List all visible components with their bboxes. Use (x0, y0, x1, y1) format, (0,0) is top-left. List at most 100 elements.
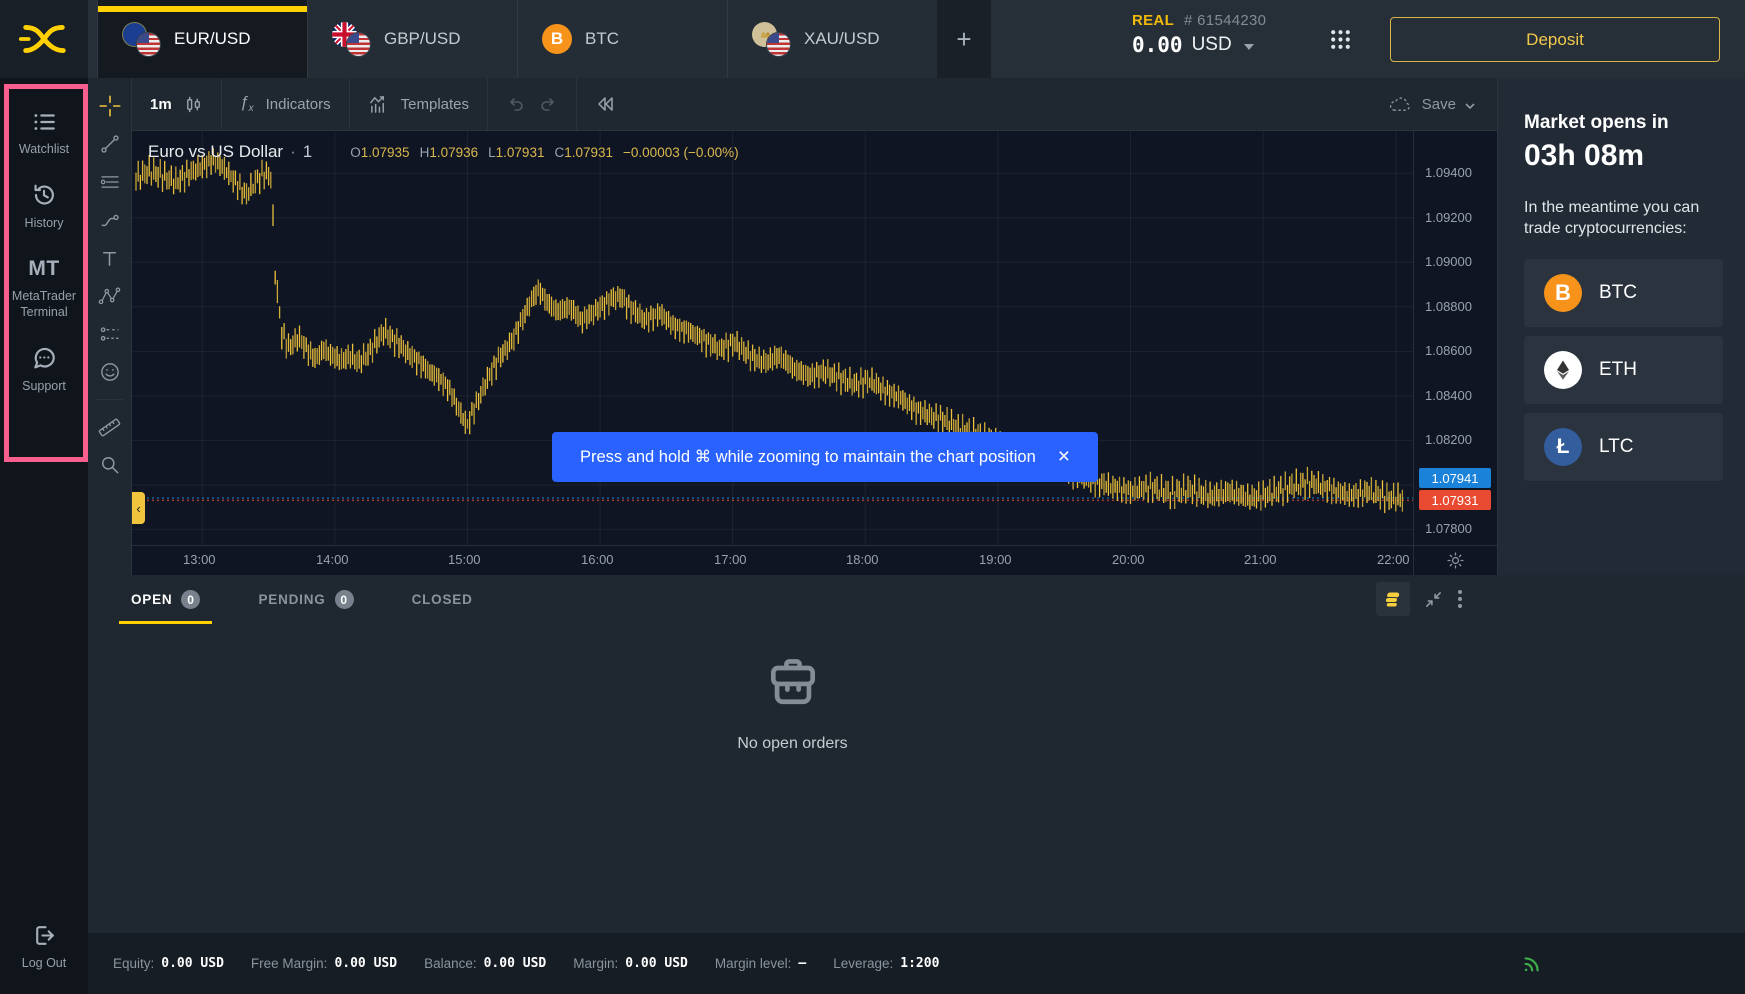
market-panel-body: In the meantime you can trade cryptocurr… (1524, 199, 1700, 238)
bid-price-tag: 1.07931 (1419, 490, 1491, 510)
tooltip-text: Press and hold ⌘ while zooming to mainta… (579, 448, 1036, 466)
redo-icon[interactable] (538, 94, 558, 114)
undo-icon[interactable] (506, 94, 526, 114)
sidebar-item-label: Support (22, 378, 66, 393)
crypto-card-ltc[interactable]: Ł LTC (1524, 413, 1723, 482)
emoji-tool-icon[interactable] (95, 357, 125, 387)
time-tick: 19:00 (979, 552, 1012, 567)
trendline-tool-icon[interactable] (95, 129, 125, 159)
chevron-down-icon (1465, 96, 1475, 113)
sidebar-item-history[interactable]: History (0, 170, 88, 244)
crypto-symbol: BTC (1599, 282, 1637, 304)
crypto-card-eth[interactable]: ETH (1524, 336, 1723, 405)
time-tick: 17:00 (714, 552, 747, 567)
topbar: EUR/USD GBP/USD B BTC XAU/USD + REAL # 615… (0, 0, 1745, 78)
rewind-icon[interactable] (595, 95, 615, 113)
symbol-tab-label: GBP/USD (384, 29, 461, 48)
kebab-menu-icon[interactable] (1457, 589, 1463, 609)
account-currency: USD (1191, 34, 1232, 55)
pattern-tool-icon[interactable] (95, 281, 125, 311)
time-tick: 14:00 (316, 552, 349, 567)
symbol-tab-xau-usd[interactable]: XAU/USD (727, 0, 937, 78)
chart-symbol-title[interactable]: Euro vs US Dollar (148, 142, 284, 161)
price-axis[interactable]: 1.09400 1.09200 1.09000 1.08800 1.08600 1.084… (1413, 131, 1497, 545)
text-tool-icon[interactable] (95, 243, 125, 273)
watchlist-icon (34, 113, 55, 130)
divider (487, 78, 489, 130)
save-label: Save (1421, 95, 1456, 113)
account-balance: 0.00 (1132, 33, 1183, 57)
forecast-tool-icon[interactable] (95, 319, 125, 349)
orders-tabs: OPEN 0 PENDING 0 CLOSED (118, 575, 473, 624)
watchlist-collapse-tab[interactable]: ‹ (132, 492, 145, 524)
zoom-tool-icon[interactable] (95, 450, 125, 480)
sidebar-item-metatrader[interactable]: MT MetaTrader Terminal (0, 243, 88, 332)
indicators-button[interactable]: ƒx Indicators (222, 78, 349, 130)
ohlc-values: O1.07935 H1.07936 L1.07931 C1.07931 (350, 145, 613, 160)
add-symbol-tab-button[interactable]: + (937, 0, 991, 78)
divider (220, 78, 222, 130)
time-axis[interactable]: 13:00 14:00 15:00 16:00 17:00 18:00 19:00 20:00… (132, 545, 1413, 575)
fx-icon: ƒx (239, 93, 254, 115)
symbol-tab-eur-usd[interactable]: EUR/USD (97, 0, 307, 78)
brand-logo[interactable] (0, 0, 88, 78)
close-icon[interactable]: × (1057, 444, 1071, 468)
candles-style-icon[interactable] (184, 95, 203, 114)
orders-view-toggle-button[interactable] (1376, 582, 1410, 616)
collapse-panel-button[interactable] (1424, 590, 1443, 609)
sidebar-item-label: MetaTrader Terminal (11, 289, 77, 319)
price-chart[interactable]: Euro vs US Dollar · 1 O1.07935 H1.07936 L1… (132, 131, 1413, 545)
crypto-list: B BTC ETH Ł LTC (1524, 259, 1723, 482)
orders-tab-open[interactable]: OPEN 0 (118, 575, 214, 624)
logout-button[interactable]: Log Out (0, 910, 88, 984)
templates-button[interactable]: Templates (350, 78, 487, 130)
ohlc-C: C1.07931 (554, 145, 614, 160)
brand-logo-icon (18, 25, 66, 53)
price-tick: 1.08400 (1425, 388, 1472, 403)
status-free-margin-metric: Free Margin: 0.00 USD (250, 956, 398, 971)
symbol-tabs: EUR/USD GBP/USD B BTC XAU/USD + (97, 0, 991, 78)
divider (348, 78, 350, 130)
deposit-button[interactable]: Deposit (1390, 17, 1720, 62)
candlestick-plot (132, 131, 1413, 545)
symbol-tab-gbp-usd[interactable]: GBP/USD (307, 0, 517, 78)
symbol-tab-label: EUR/USD (174, 29, 251, 48)
chevron-down-icon (1243, 43, 1254, 50)
apps-grid-button[interactable] (1328, 27, 1353, 57)
cloud-icon (1388, 96, 1413, 113)
apps-grid-icon (1331, 30, 1350, 49)
chart-settings-corner[interactable] (1413, 545, 1497, 575)
history-icon (34, 184, 54, 205)
save-button[interactable]: Save (1388, 96, 1497, 113)
templates-label: Templates (400, 95, 470, 113)
interval-button[interactable]: 1m (150, 95, 172, 113)
crypto-card-btc[interactable]: B BTC (1524, 259, 1723, 328)
status-equity-metric: Equity: 0.00 USD (113, 956, 224, 971)
xauusd-flags-icon (752, 21, 791, 57)
templates-icon (368, 95, 389, 114)
sidebar-item-watchlist[interactable]: Watchlist (0, 96, 88, 170)
account-type-badge: REAL (1132, 12, 1175, 29)
price-tick: 1.09000 (1425, 254, 1472, 269)
price-tick: 1.09200 (1425, 210, 1472, 225)
crypto-symbol: ETH (1599, 359, 1637, 381)
crosshair-tool-icon[interactable] (95, 91, 125, 121)
brush-tool-icon[interactable] (95, 205, 125, 235)
horizontal-lines-tool-icon[interactable] (95, 167, 125, 197)
orders-tab-pending[interactable]: PENDING 0 (258, 575, 354, 624)
ohlc-L: L1.07931 (488, 145, 545, 160)
time-tick: 22:00 (1377, 552, 1410, 567)
time-tick: 13:00 (183, 552, 216, 567)
btc-icon: B (1544, 274, 1582, 313)
status-margin-metric: Margin: 0.00 USD (573, 956, 688, 971)
sidebar-item-label: Watchlist (18, 142, 70, 156)
ruler-tool-icon[interactable] (95, 412, 125, 442)
orders-tab-closed[interactable]: CLOSED (411, 592, 473, 607)
status-bar: Equity: 0.00 USD Free Margin: 0.00 USD Bal… (88, 933, 1745, 994)
symbol-tab-btc[interactable]: B BTC (517, 0, 727, 78)
sidebar-item-support[interactable]: Support (0, 333, 88, 407)
time-tick: 15:00 (448, 552, 481, 567)
chart-header: Euro vs US Dollar · 1 O1.07935 H1.07936 L1… (148, 142, 739, 161)
account-info[interactable]: REAL # 61544230 0.00 USD (1132, 12, 1266, 57)
price-tick: 1.08800 (1425, 299, 1472, 314)
